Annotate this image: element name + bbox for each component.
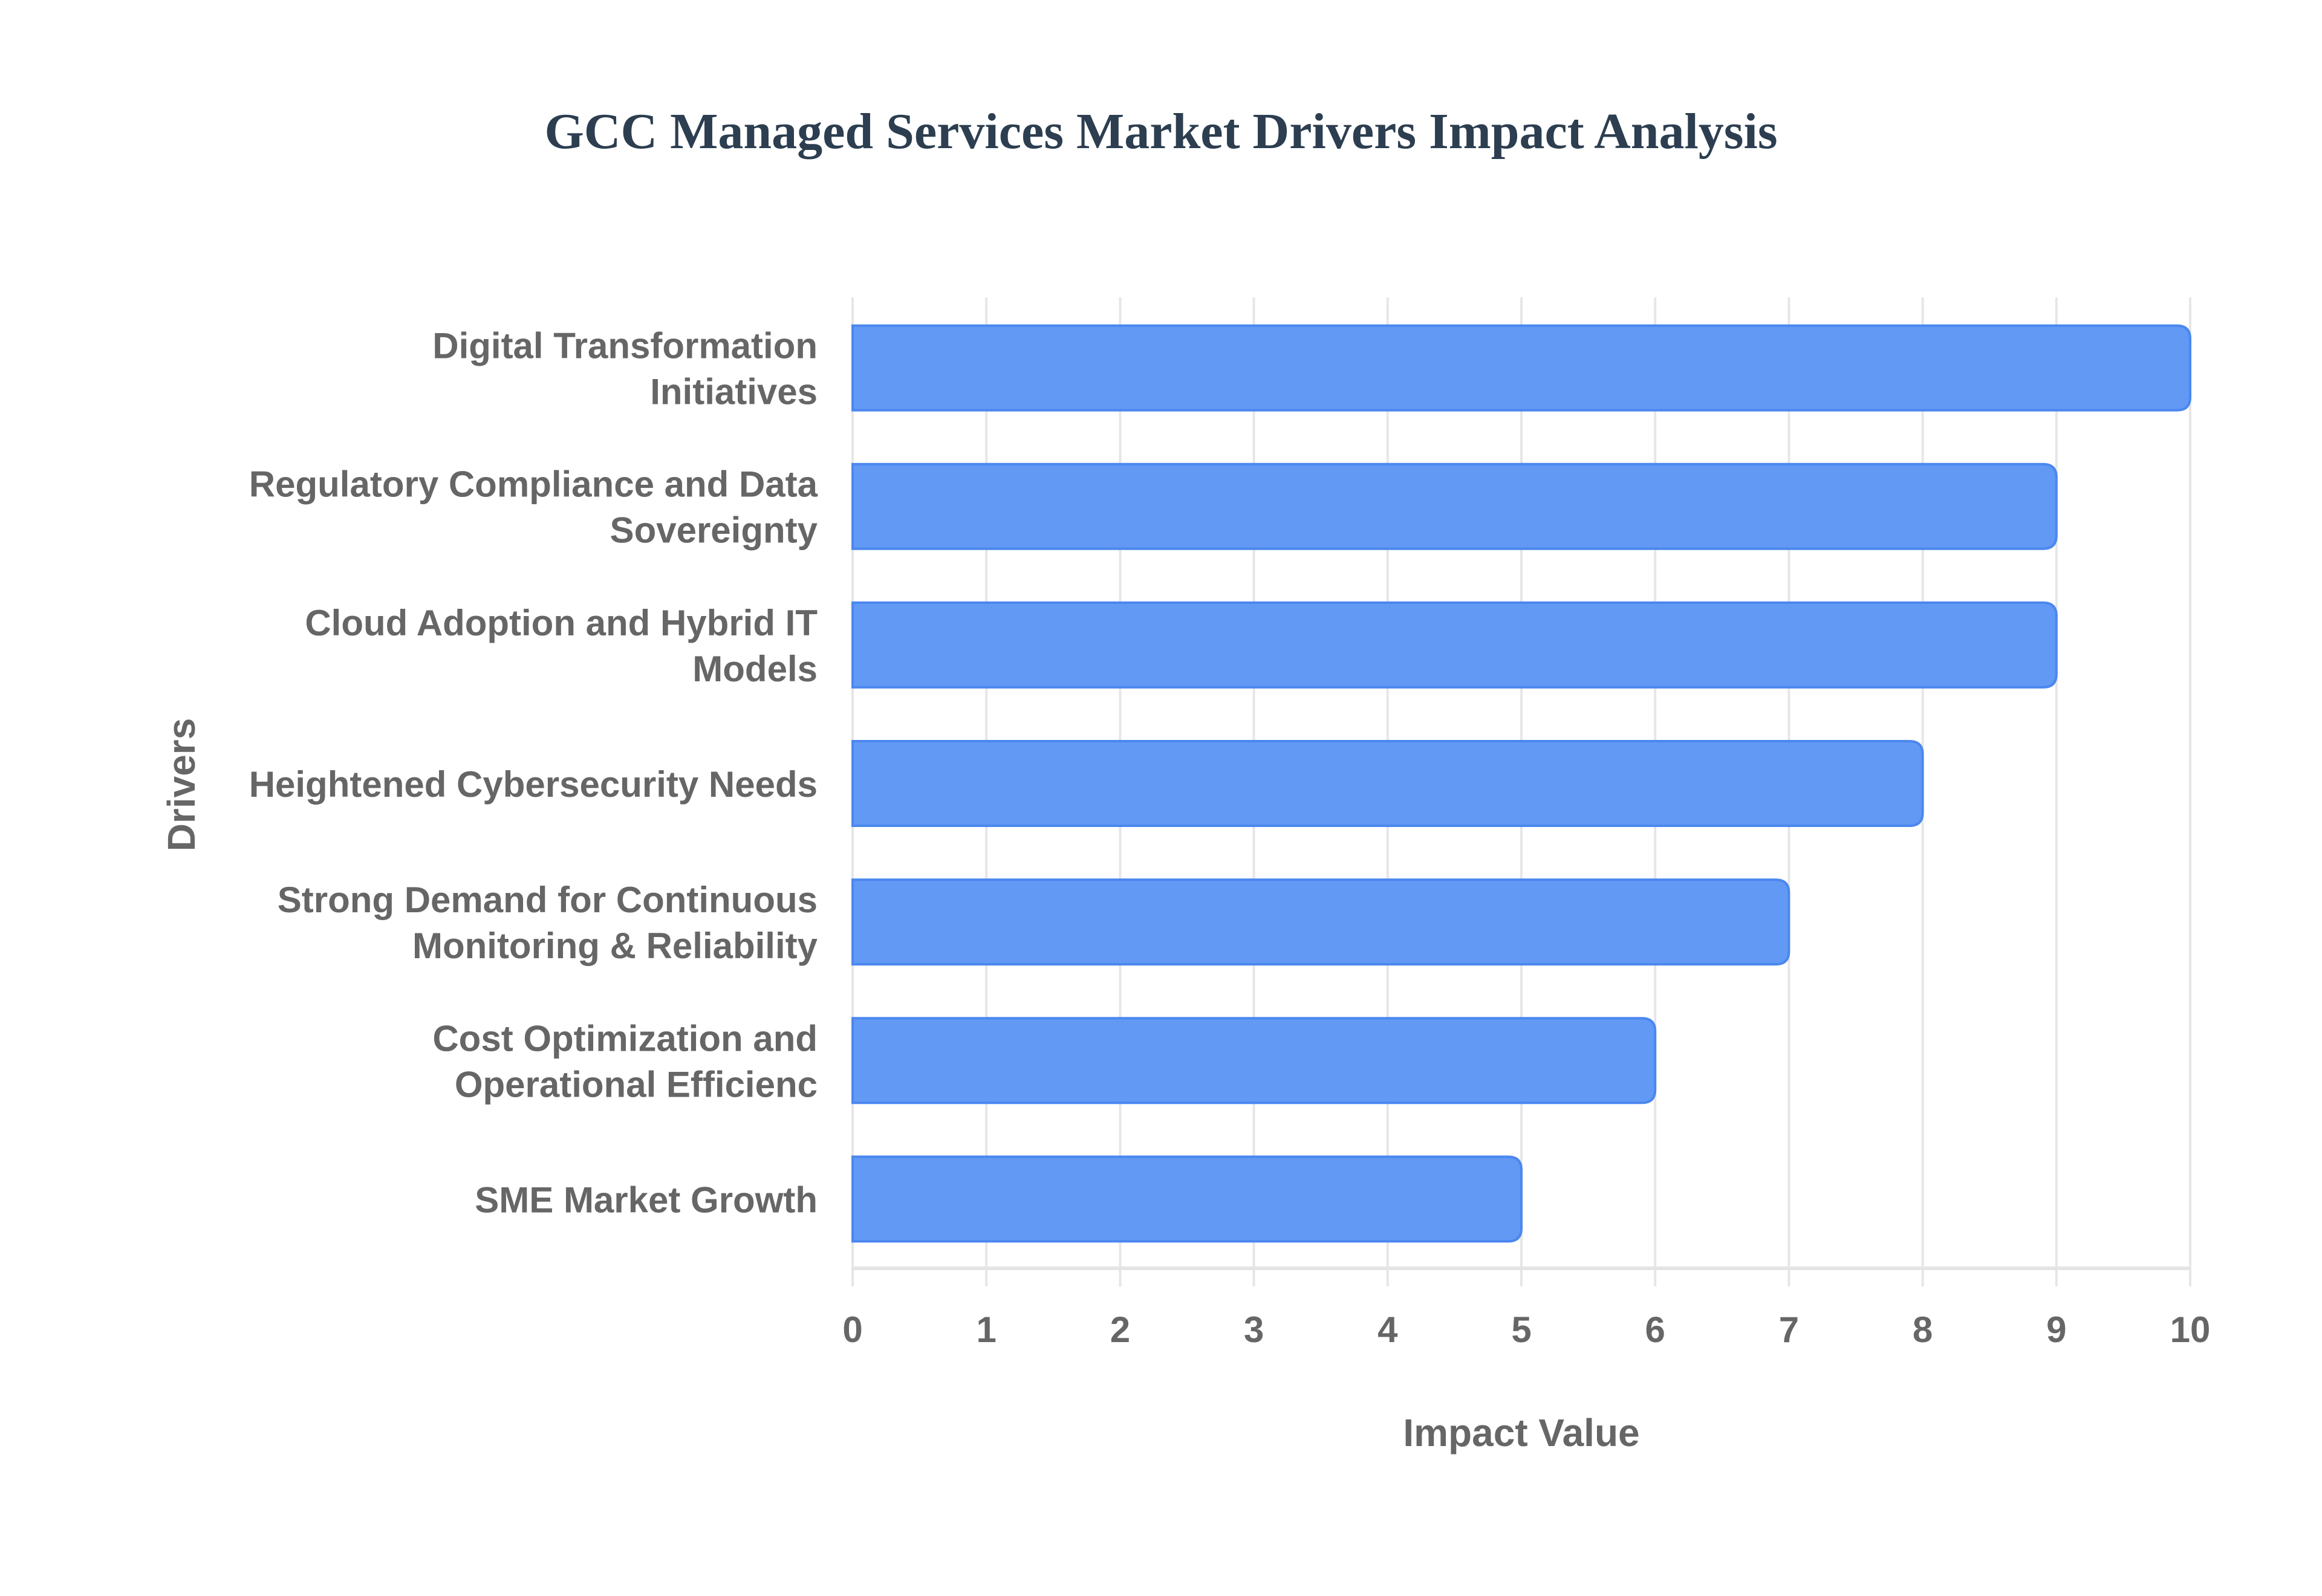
bar[interactable]: [851, 1155, 1523, 1243]
category-label-line: Digital Transformation: [432, 326, 818, 366]
bars: [851, 324, 2191, 1243]
x-tick-label: 6: [1645, 1309, 1665, 1350]
category-label-line: Monitoring & Reliability: [412, 926, 818, 966]
x-tick-label: 10: [2170, 1309, 2211, 1350]
bar[interactable]: [851, 324, 2191, 412]
category-label-line: Initiatives: [650, 372, 818, 412]
x-tick-label: 7: [1779, 1309, 1799, 1350]
bar[interactable]: [851, 740, 1924, 827]
x-tick-label: 3: [1244, 1309, 1264, 1350]
x-tick-labels: 0 1 2 3 4 5 6 7 8 9 10: [842, 1309, 2210, 1350]
x-axis-title: Impact Value: [1403, 1411, 1639, 1455]
category-label: Regulatory Compliance and Data Sovereignt…: [249, 464, 818, 551]
category-label: Heightened Cybersecurity Needs: [249, 764, 818, 805]
category-label: Strong Demand for Continuous Monitoring &…: [278, 880, 818, 966]
bar[interactable]: [851, 601, 2058, 689]
category-label-line: Heightened Cybersecurity Needs: [249, 764, 818, 805]
x-tick-label: 0: [842, 1309, 862, 1350]
category-label-line: Regulatory Compliance and Data: [249, 464, 818, 505]
bar[interactable]: [851, 1017, 1657, 1105]
x-tick-label: 5: [1511, 1309, 1531, 1350]
x-tick-label: 8: [1913, 1309, 1933, 1350]
category-label-line: Operational Efficienc: [455, 1064, 818, 1105]
category-labels: Digital Transformation Initiatives Regulat…: [249, 326, 818, 1221]
category-label-line: Sovereignty: [610, 510, 818, 551]
category-label-line: Strong Demand for Continuous: [278, 880, 818, 920]
category-label: SME Market Growth: [475, 1179, 818, 1220]
category-label-line: Cloud Adoption and Hybrid IT: [305, 603, 818, 643]
category-label-line: SME Market Growth: [475, 1179, 818, 1220]
category-label: Cost Optimization and Operational Efficie…: [432, 1018, 818, 1105]
x-tick-label: 4: [1377, 1309, 1398, 1350]
bar[interactable]: [851, 878, 1790, 966]
x-tick-label: 2: [1110, 1309, 1130, 1350]
y-axis-title: Drivers: [160, 718, 203, 852]
category-label-line: Cost Optimization and: [432, 1018, 818, 1059]
category-label: Digital Transformation Initiatives: [432, 326, 818, 412]
x-tick-label: 9: [2046, 1309, 2066, 1350]
x-tick-label: 1: [977, 1309, 997, 1350]
chart-title: GCC Managed Services Market Drivers Impa…: [544, 103, 1778, 160]
category-label-line: Models: [692, 649, 818, 689]
category-label: Cloud Adoption and Hybrid IT Models: [305, 603, 818, 689]
bar[interactable]: [851, 462, 2058, 550]
